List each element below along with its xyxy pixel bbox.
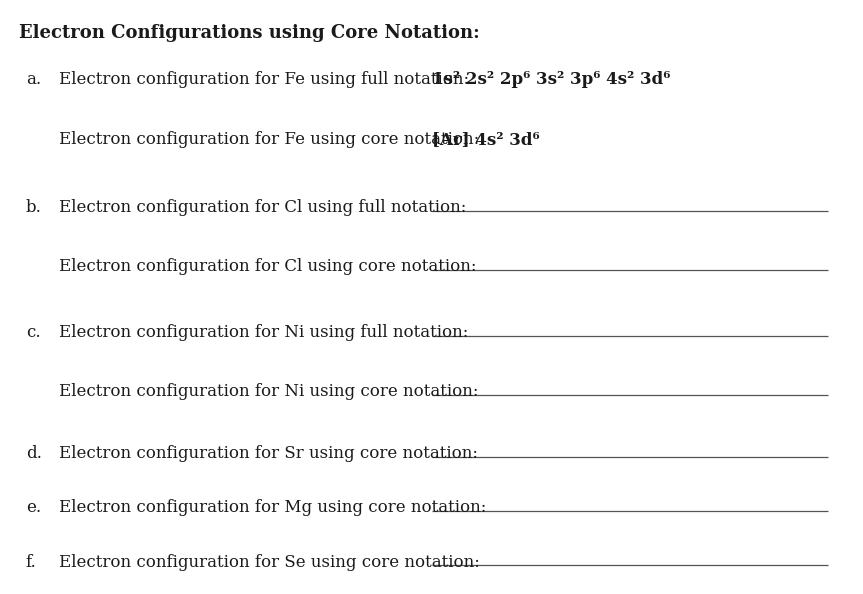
Text: b.: b.	[26, 199, 41, 216]
Text: Electron configuration for Se using core notation:: Electron configuration for Se using core…	[59, 554, 480, 571]
Text: Electron configuration for Cl using full notation:: Electron configuration for Cl using full…	[59, 199, 466, 216]
Text: Electron configuration for Ni using full notation:: Electron configuration for Ni using full…	[59, 324, 468, 341]
Text: a.: a.	[26, 71, 41, 89]
Text: Electron configuration for Ni using core notation:: Electron configuration for Ni using core…	[59, 383, 478, 400]
Text: d.: d.	[26, 446, 41, 463]
Text: c.: c.	[26, 324, 41, 341]
Text: Electron Configurations using Core Notation:: Electron Configurations using Core Notat…	[19, 24, 480, 42]
Text: 1s² 2s² 2p⁶ 3s² 3p⁶ 4s² 3d⁶: 1s² 2s² 2p⁶ 3s² 3p⁶ 4s² 3d⁶	[432, 71, 670, 89]
Text: Electron configuration for Sr using core notation:: Electron configuration for Sr using core…	[59, 446, 478, 463]
Text: Electron configuration for Cl using core notation:: Electron configuration for Cl using core…	[59, 258, 476, 276]
Text: Electron configuration for Fe using full notation:: Electron configuration for Fe using full…	[59, 71, 469, 89]
Text: Electron configuration for Mg using core notation:: Electron configuration for Mg using core…	[59, 499, 486, 516]
Text: e.: e.	[26, 499, 41, 516]
Text: f.: f.	[26, 554, 36, 571]
Text: Electron configuration for Fe using core notation:: Electron configuration for Fe using core…	[59, 131, 479, 148]
Text: [Ar] 4s² 3d⁶: [Ar] 4s² 3d⁶	[432, 131, 539, 148]
